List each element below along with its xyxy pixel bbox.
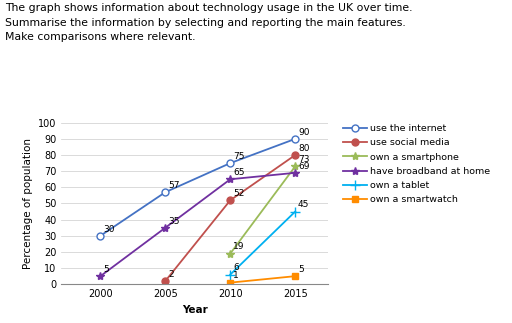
Text: 69: 69 xyxy=(298,162,309,171)
use the internet xyxy=(227,161,233,165)
use social media xyxy=(227,198,233,202)
X-axis label: Year: Year xyxy=(182,305,207,315)
Line: own a smartwatch: own a smartwatch xyxy=(227,273,298,286)
Text: 75: 75 xyxy=(233,152,245,161)
use social media xyxy=(292,153,298,157)
Text: 45: 45 xyxy=(298,200,309,209)
own a tablet xyxy=(292,210,298,214)
Text: 35: 35 xyxy=(168,216,180,225)
Text: 57: 57 xyxy=(168,181,180,190)
have broadband at home xyxy=(227,177,233,181)
Line: have broadband at home: have broadband at home xyxy=(96,169,300,280)
Text: 6: 6 xyxy=(233,263,239,272)
own a smartphone xyxy=(227,252,233,255)
Line: own a tablet: own a tablet xyxy=(225,207,300,279)
Line: use the internet: use the internet xyxy=(97,135,298,239)
Text: 5: 5 xyxy=(298,265,304,274)
Text: 5: 5 xyxy=(103,265,109,274)
Text: 73: 73 xyxy=(298,155,309,164)
own a smartwatch xyxy=(227,281,233,285)
use the internet xyxy=(162,190,168,194)
Y-axis label: Percentage of population: Percentage of population xyxy=(23,138,33,269)
use the internet xyxy=(97,234,103,238)
Text: 2: 2 xyxy=(168,270,174,279)
use the internet xyxy=(292,137,298,141)
use social media xyxy=(162,279,168,283)
have broadband at home xyxy=(97,274,103,278)
Text: 80: 80 xyxy=(298,144,309,153)
Text: 1: 1 xyxy=(233,271,239,280)
Text: 19: 19 xyxy=(233,242,245,251)
Text: 65: 65 xyxy=(233,168,245,177)
Text: The graph shows information about technology usage in the UK over time.
Summaris: The graph shows information about techno… xyxy=(5,3,413,42)
own a smartwatch xyxy=(292,274,298,278)
Text: 52: 52 xyxy=(233,189,244,198)
Line: use social media: use social media xyxy=(162,151,298,285)
have broadband at home xyxy=(162,226,168,230)
Text: 90: 90 xyxy=(298,128,309,137)
own a tablet xyxy=(227,273,233,276)
have broadband at home xyxy=(292,171,298,175)
own a smartphone xyxy=(292,164,298,168)
Line: own a smartphone: own a smartphone xyxy=(226,162,300,258)
Text: 30: 30 xyxy=(103,224,115,234)
Legend: use the internet, use social media, own a smartphone, have broadband at home, ow: use the internet, use social media, own … xyxy=(343,124,490,204)
